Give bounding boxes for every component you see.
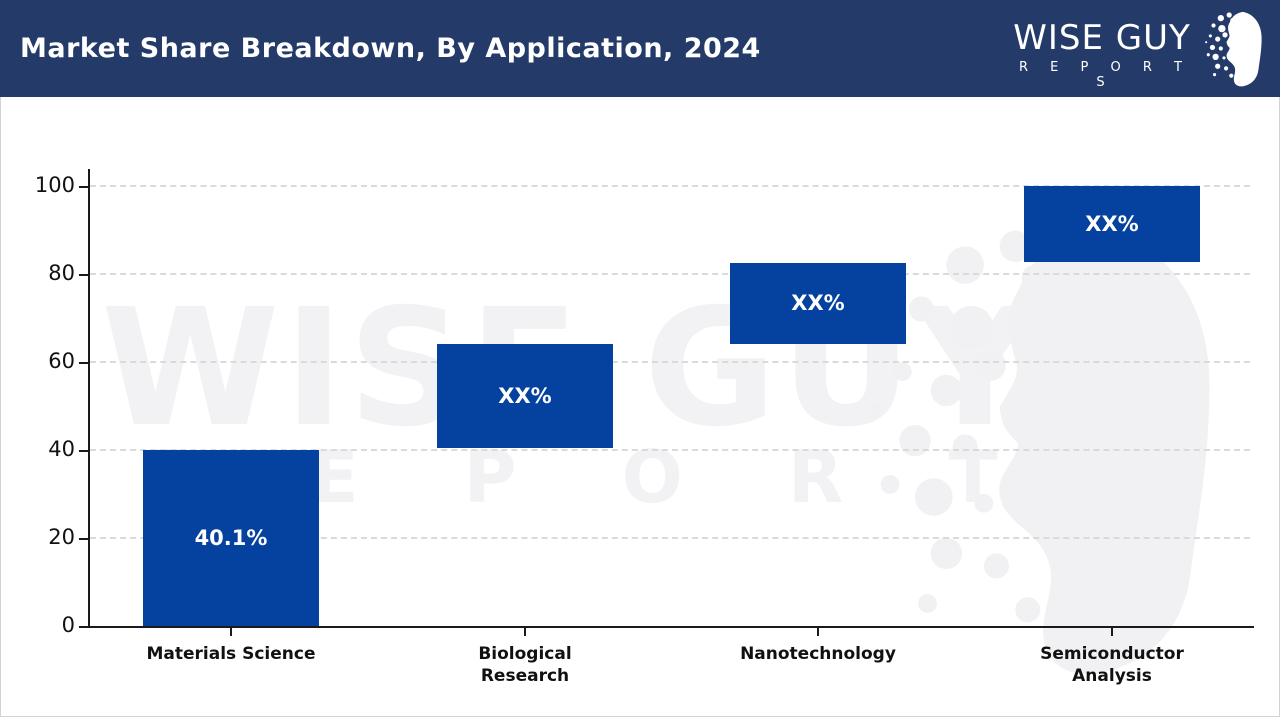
y-tick-label-40: 40 <box>48 437 75 461</box>
logo-text: WISE GUY R E P O R T S <box>1002 18 1202 90</box>
chart-panel: WISE GUY R E P O R T S 0 20 40 60 80 100 40.1%… <box>0 97 1280 717</box>
x-tick-mark-biological-research <box>524 628 526 636</box>
x-axis-line <box>88 626 1254 628</box>
x-axis-label-biological-research: Biological Research <box>478 644 572 686</box>
logo-wise-guy-text: WISE GUY <box>1013 18 1191 58</box>
y-tick-mark-40 <box>79 450 88 452</box>
bar-biological-research: XX% <box>437 344 613 448</box>
y-tick-mark-60 <box>79 362 88 364</box>
bar-value-label-biological-research: XX% <box>498 384 552 409</box>
y-tick-mark-0 <box>79 626 88 628</box>
x-tick-mark-nanotechnology <box>817 628 819 636</box>
wiseguy-face-icon <box>1202 8 1270 90</box>
y-tick-mark-100 <box>79 186 88 188</box>
y-tick-label-100: 100 <box>34 173 75 197</box>
gridline-60 <box>90 361 1250 363</box>
gridline-80 <box>90 273 1250 275</box>
bar-nanotechnology: XX% <box>730 263 906 344</box>
y-tick-label-20: 20 <box>48 525 75 549</box>
bar-value-label-materials-science: 40.1% <box>194 525 268 550</box>
bar-value-label-nanotechnology: XX% <box>791 291 845 316</box>
y-tick-mark-20 <box>79 538 88 540</box>
bar-value-label-semiconductor-analysis: XX% <box>1085 212 1139 237</box>
bar-semiconductor-analysis: XX% <box>1024 186 1200 263</box>
wise-guy-reports-logo: WISE GUY R E P O R T S <box>1002 0 1272 97</box>
y-axis-line <box>88 169 90 628</box>
gridline-40 <box>90 449 1250 451</box>
logo-reports-text: R E P O R T S <box>1019 60 1191 90</box>
y-tick-label-80: 80 <box>48 261 75 285</box>
bar-materials-science: 40.1% <box>143 449 319 626</box>
y-tick-label-0: 0 <box>61 613 75 637</box>
gridline-20 <box>90 537 1250 539</box>
x-tick-mark-semiconductor-analysis <box>1111 628 1113 636</box>
y-tick-label-60: 60 <box>48 349 75 373</box>
gridline-100 <box>90 185 1250 187</box>
x-axis-label-materials-science: Materials Science <box>146 644 316 664</box>
x-axis-label-semiconductor-analysis: Semiconductor Analysis <box>1040 644 1184 686</box>
x-axis-label-nanotechnology: Nanotechnology <box>740 644 896 664</box>
page-title: Market Share Breakdown, By Application, … <box>20 33 761 64</box>
y-tick-mark-80 <box>79 274 88 276</box>
x-tick-mark-materials-science <box>230 628 232 636</box>
header-bar: Market Share Breakdown, By Application, … <box>0 0 1280 97</box>
